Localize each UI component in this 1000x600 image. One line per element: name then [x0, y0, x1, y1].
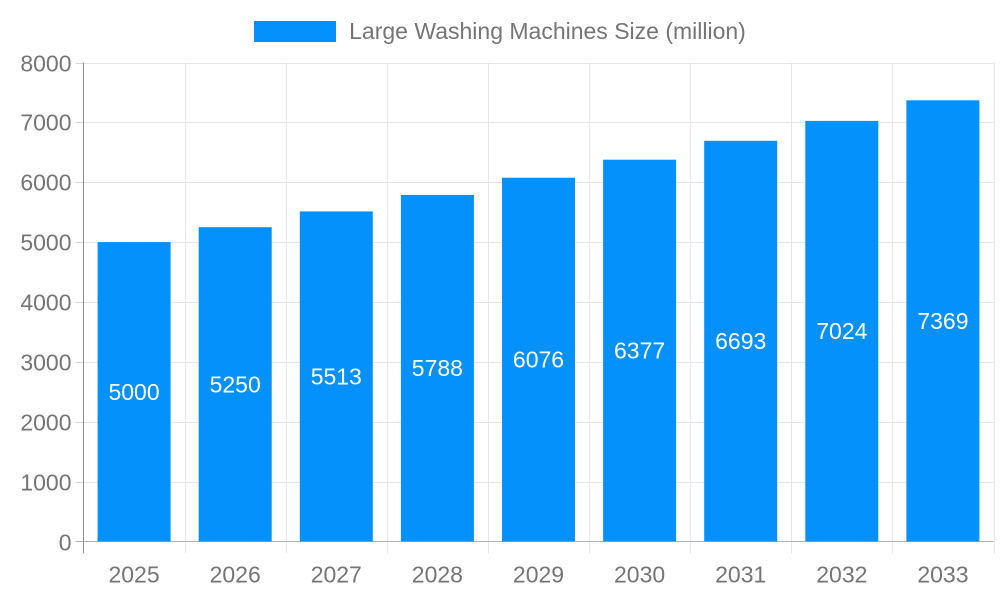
x-axis-label: 2031 [715, 562, 766, 588]
bar-2028 [400, 194, 474, 542]
y-axis-label: 1000 [20, 470, 71, 496]
y-axis-label: 4000 [20, 290, 71, 316]
x-axis-label: 2032 [816, 562, 867, 588]
y-axis-label: 0 [59, 530, 72, 556]
y-axis-label: 7000 [20, 110, 71, 136]
bar-value-label: 7024 [816, 318, 867, 344]
bar-2025 [97, 242, 171, 542]
bar-2031 [704, 140, 778, 542]
y-axis-label: 3000 [20, 350, 71, 376]
x-axis-label: 2030 [614, 562, 665, 588]
bar-2032 [805, 120, 879, 542]
bar-2030 [603, 159, 677, 542]
bar-value-label: 5250 [210, 371, 261, 397]
x-axis-label: 2025 [108, 562, 159, 588]
x-axis-label: 2029 [513, 562, 564, 588]
bar-value-label: 5788 [412, 355, 463, 381]
bar-2027 [299, 211, 373, 542]
x-axis-label: 2033 [917, 562, 968, 588]
y-axis-label: 2000 [20, 410, 71, 436]
bar-2029 [502, 177, 575, 542]
bar-value-label: 7369 [917, 308, 968, 334]
y-axis-label: 8000 [20, 51, 71, 77]
bar-value-label: 6693 [715, 328, 766, 354]
x-axis-label: 2026 [210, 562, 261, 588]
legend-label: Large Washing Machines Size (million) [349, 17, 746, 44]
bar-value-label: 6076 [513, 347, 564, 373]
bar-value-label: 5000 [108, 379, 159, 405]
legend: Large Washing Machines Size (million) [0, 17, 1000, 45]
legend-swatch [254, 20, 337, 42]
bar-value-label: 6377 [614, 338, 665, 364]
y-axis-label: 5000 [20, 230, 71, 256]
x-axis-label: 2027 [311, 562, 362, 588]
y-axis-label: 6000 [20, 170, 71, 196]
bar-2033 [906, 100, 980, 542]
bar-2026 [198, 227, 272, 542]
bar-value-label: 5513 [311, 363, 362, 389]
x-axis-label: 2028 [412, 562, 463, 588]
